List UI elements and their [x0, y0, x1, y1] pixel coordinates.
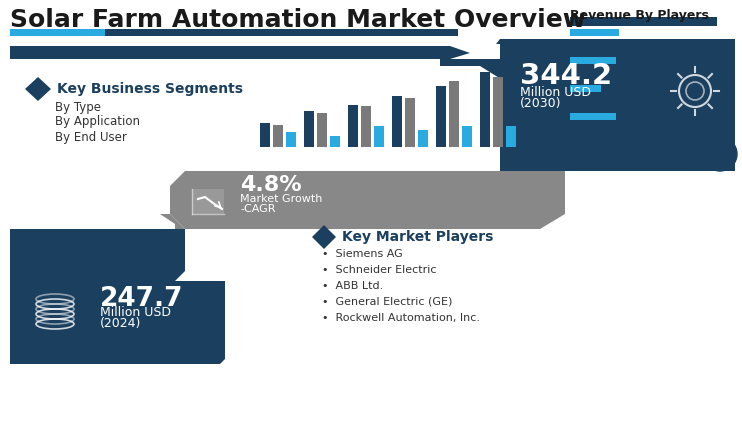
Bar — [570, 57, 616, 64]
Bar — [192, 189, 224, 214]
Polygon shape — [25, 77, 51, 101]
Text: •  Schneider Electric: • Schneider Electric — [322, 265, 436, 275]
Text: •  Rockwell Automation, Inc.: • Rockwell Automation, Inc. — [322, 313, 480, 323]
Bar — [10, 29, 458, 36]
Bar — [570, 101, 686, 110]
Polygon shape — [312, 225, 336, 249]
Bar — [570, 113, 616, 120]
Bar — [286, 132, 296, 147]
Text: Market Growth: Market Growth — [240, 194, 322, 204]
Bar — [436, 86, 446, 147]
Bar — [260, 123, 270, 147]
Bar — [418, 130, 428, 147]
Bar — [330, 136, 340, 147]
Text: Million USD: Million USD — [100, 306, 171, 320]
Polygon shape — [440, 59, 565, 171]
Bar — [36, 309, 74, 314]
Text: Key Market Players: Key Market Players — [342, 230, 493, 244]
Bar — [570, 85, 601, 92]
Text: Million USD: Million USD — [520, 85, 591, 99]
Bar — [36, 299, 74, 304]
Text: By End User: By End User — [55, 130, 127, 143]
Text: -CAGR: -CAGR — [240, 204, 275, 214]
Text: •  General Electric (GE): • General Electric (GE) — [322, 297, 453, 307]
Bar — [10, 29, 105, 36]
Bar — [105, 29, 458, 36]
Bar — [506, 126, 516, 147]
Text: (2030): (2030) — [520, 97, 562, 111]
Bar — [570, 29, 619, 36]
Text: Key Business Segments: Key Business Segments — [57, 82, 243, 96]
Bar — [304, 111, 314, 147]
Bar — [570, 45, 690, 54]
Circle shape — [703, 137, 737, 171]
Polygon shape — [10, 281, 225, 364]
Bar — [493, 77, 503, 147]
Text: By Type: By Type — [55, 100, 101, 114]
Bar — [361, 106, 371, 147]
Polygon shape — [130, 214, 185, 281]
Text: •  ABB Ltd.: • ABB Ltd. — [322, 281, 384, 291]
Text: By Application: By Application — [55, 115, 140, 129]
Text: 247.7: 247.7 — [100, 286, 183, 312]
Bar — [500, 39, 735, 171]
Bar — [36, 319, 74, 324]
Text: •  Siemens AG: • Siemens AG — [322, 249, 403, 259]
Text: 4.8%: 4.8% — [240, 175, 302, 195]
Bar — [405, 98, 415, 147]
Polygon shape — [170, 171, 565, 229]
Text: 344.2: 344.2 — [520, 62, 612, 90]
Text: Revenue By Players: Revenue By Players — [570, 9, 709, 22]
Bar — [273, 125, 283, 147]
Text: (2024): (2024) — [100, 317, 142, 330]
Bar — [570, 73, 698, 82]
Bar — [317, 113, 327, 147]
Polygon shape — [496, 39, 500, 44]
Bar — [449, 81, 459, 147]
Bar — [392, 96, 402, 147]
Bar — [462, 126, 472, 147]
Polygon shape — [10, 229, 185, 281]
Polygon shape — [500, 39, 735, 171]
Bar — [374, 126, 384, 147]
Bar — [348, 105, 358, 147]
Polygon shape — [10, 46, 470, 59]
Text: Solar Farm Automation Market Overview: Solar Farm Automation Market Overview — [10, 8, 586, 32]
Bar — [480, 72, 490, 147]
Bar — [570, 17, 717, 26]
